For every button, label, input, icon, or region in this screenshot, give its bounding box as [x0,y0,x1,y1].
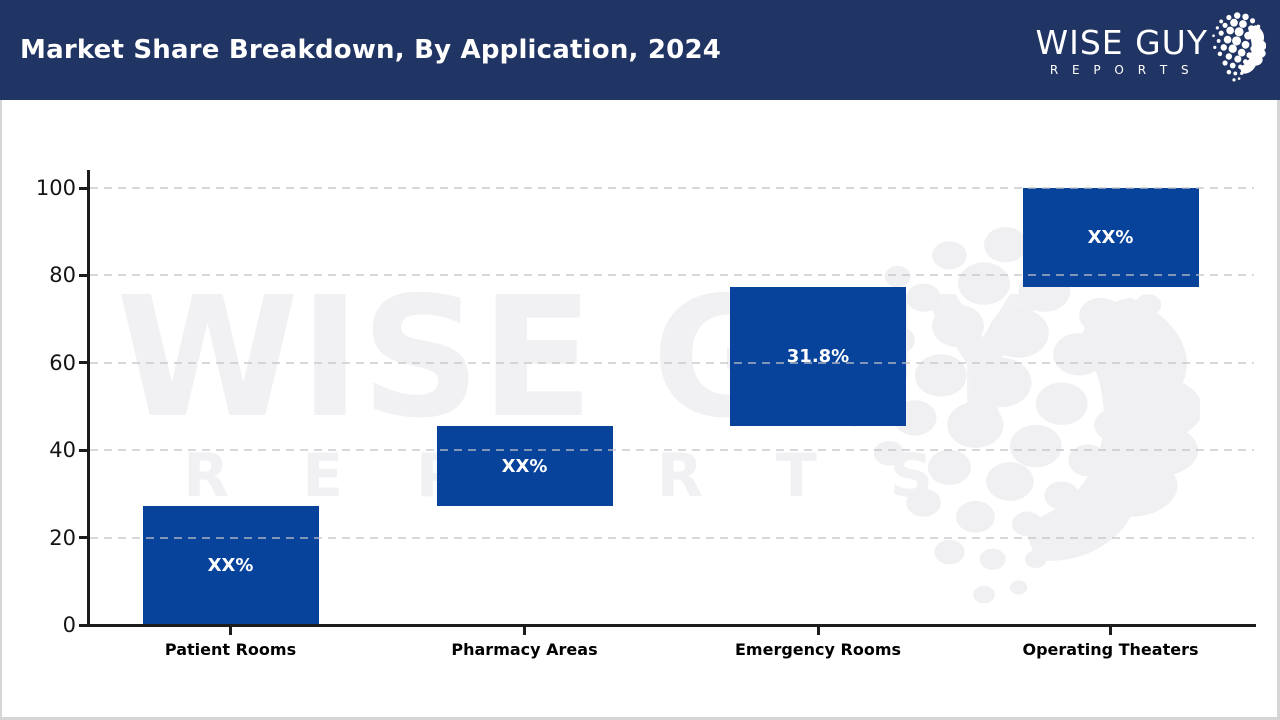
y-tick-mark [79,273,88,277]
brand-logo: WISE GUY R E P O R T S [1035,8,1266,92]
bar-segment: XX% [142,506,319,625]
y-tick-mark [79,186,88,190]
y-tick-label: 20 [49,525,76,550]
category-label: Patient Rooms [164,640,297,659]
x-tick-mark [816,627,820,635]
bar-segment: XX% [436,426,613,507]
bar-value-label: XX% [207,555,254,577]
x-axis-line [87,624,1256,627]
y-tick-label: 0 [62,613,76,637]
x-tick-mark [1109,627,1112,635]
category-label: Emergency Rooms [734,640,902,659]
header-banner: Market Share Breakdown, By Application, … [0,0,1280,100]
frame-border-left [0,100,2,720]
frame-border-bottom [0,717,1280,720]
y-tick-label: 40 [49,438,76,463]
gridline-60 [90,361,1254,364]
brand-logo-text: WISE GUY R E P O R T S [1035,23,1208,77]
gridline-80 [90,274,1254,277]
page-title: Market Share Breakdown, By Application, … [20,35,722,65]
x-tick-mark [229,627,232,635]
y-tick-label: 60 [49,350,76,375]
y-axis-line [87,170,90,626]
y-tick-mark [79,623,88,627]
bar-segment: 31.8% [730,287,906,427]
gridline-100 [90,187,1254,189]
category-label: Pharmacy Areas [451,640,598,659]
brand-name: WISE GUY [1035,23,1208,62]
frame-border-right [1277,100,1280,720]
y-tick-mark [79,361,88,365]
bar-value-label: XX% [1087,227,1134,249]
brand-subtitle: R E P O R T S [1049,63,1194,77]
gridline-20 [90,536,1254,539]
gridline-40 [90,449,1254,452]
bar-value-label: XX% [501,455,548,477]
y-tick-mark [79,536,88,540]
category-label: Operating Theaters [1022,640,1199,659]
x-tick-mark [523,627,526,635]
brand-head-icon [1212,12,1266,82]
y-tick-label: 80 [49,263,76,288]
bar-value-label: 31.8% [786,346,850,368]
y-tick-mark [79,448,88,452]
bar-segment: XX% [1022,188,1199,288]
y-tick-label: 100 [35,176,76,200]
